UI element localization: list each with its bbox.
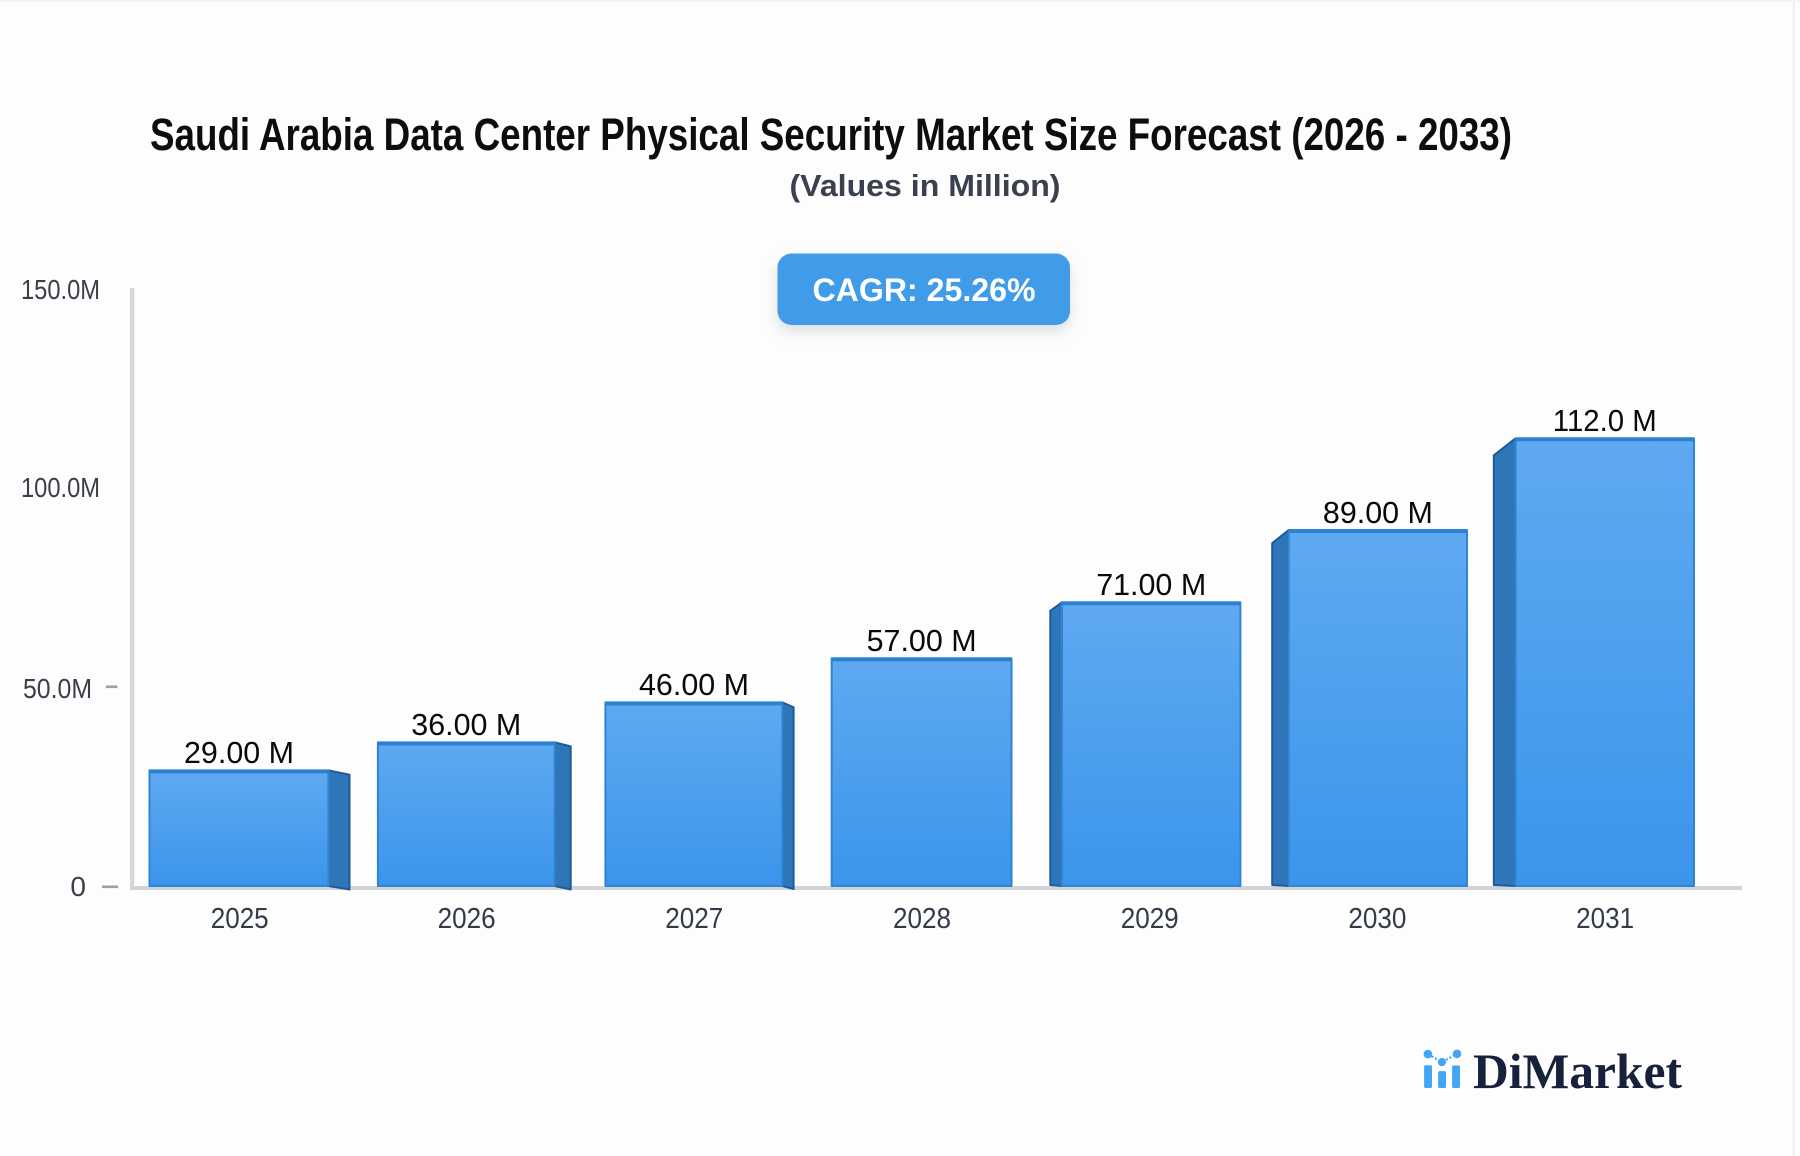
svg-text:57.00 M: 57.00 M — [867, 623, 977, 658]
svg-text:2026: 2026 — [438, 903, 496, 935]
svg-text:CAGR: 25.26%: CAGR: 25.26% — [813, 272, 1036, 308]
svg-text:2025: 2025 — [211, 903, 269, 935]
svg-text:50.0M: 50.0M — [23, 673, 92, 704]
svg-text:89.00 M: 89.00 M — [1323, 495, 1433, 530]
svg-text:2028: 2028 — [893, 903, 951, 935]
svg-text:Saudi Arabia Data Center Physi: Saudi Arabia Data Center Physical Securi… — [150, 109, 1512, 160]
svg-text:2029: 2029 — [1121, 903, 1179, 935]
svg-text:(Values in Million): (Values in Million) — [790, 168, 1061, 203]
svg-text:0: 0 — [70, 871, 86, 902]
svg-text:100.0M: 100.0M — [21, 472, 100, 503]
svg-text:2031: 2031 — [1576, 903, 1634, 935]
svg-text:71.00 M: 71.00 M — [1096, 567, 1206, 602]
svg-text:150.0M: 150.0M — [21, 274, 100, 305]
svg-text:46.00 M: 46.00 M — [639, 667, 749, 702]
svg-text:29.00 M: 29.00 M — [184, 735, 294, 770]
svg-text:2027: 2027 — [665, 903, 723, 935]
svg-text:2030: 2030 — [1348, 903, 1406, 935]
svg-text:36.00 M: 36.00 M — [411, 707, 521, 742]
svg-text:112.0 M: 112.0 M — [1553, 403, 1657, 438]
svg-text:DiMarket: DiMarket — [1473, 1043, 1682, 1099]
